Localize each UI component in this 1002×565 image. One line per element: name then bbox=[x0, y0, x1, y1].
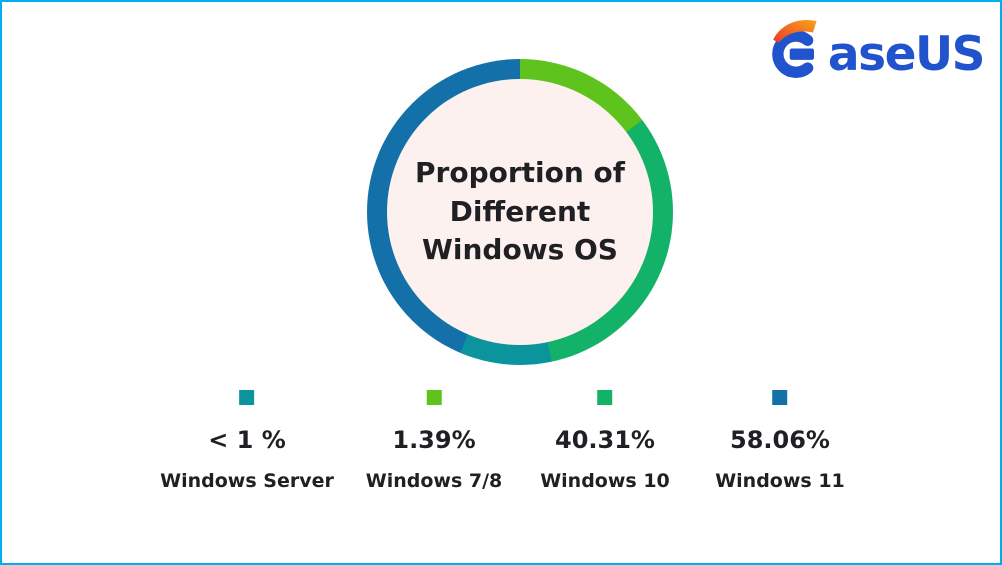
chart-title: Proportion of Different Windows OS bbox=[415, 154, 625, 270]
easeus-logo: aseUS bbox=[768, 18, 986, 82]
legend-swatch bbox=[772, 390, 788, 405]
legend-item: < 1 % Windows Server bbox=[160, 390, 334, 492]
legend-percent: 40.31% bbox=[555, 426, 655, 454]
legend-swatch bbox=[597, 390, 613, 405]
legend-item: 58.06% Windows 11 bbox=[715, 390, 845, 492]
legend-percent: 58.06% bbox=[730, 426, 830, 454]
legend-label: Windows 7/8 bbox=[365, 470, 503, 492]
logo-swoosh-icon bbox=[773, 20, 817, 43]
legend-label: Windows 11 bbox=[715, 470, 845, 492]
chart-title-line: Proportion of bbox=[415, 156, 625, 190]
legend-percent: < 1 % bbox=[208, 426, 286, 454]
legend: < 1 % Windows Server 1.39% Windows 7/8 4… bbox=[2, 390, 1000, 510]
donut-chart: Proportion of Different Windows OS bbox=[367, 59, 673, 365]
easeus-logo-glyph bbox=[772, 20, 817, 78]
legend-label: Windows Server bbox=[160, 470, 334, 492]
legend-percent: 1.39% bbox=[392, 426, 476, 454]
logo-bar bbox=[789, 48, 814, 60]
logo-c-shape bbox=[772, 30, 814, 78]
chart-title-line: Windows OS bbox=[422, 233, 618, 267]
donut-hole: Proportion of Different Windows OS bbox=[387, 79, 653, 345]
legend-swatch bbox=[426, 390, 442, 405]
legend-item: 40.31% Windows 10 bbox=[540, 390, 670, 492]
legend-label: Windows 10 bbox=[540, 470, 670, 492]
legend-swatch bbox=[239, 390, 255, 405]
chart-title-line: Different bbox=[449, 194, 591, 228]
logo-text: aseUS bbox=[827, 27, 986, 82]
legend-item: 1.39% Windows 7/8 bbox=[365, 390, 503, 492]
